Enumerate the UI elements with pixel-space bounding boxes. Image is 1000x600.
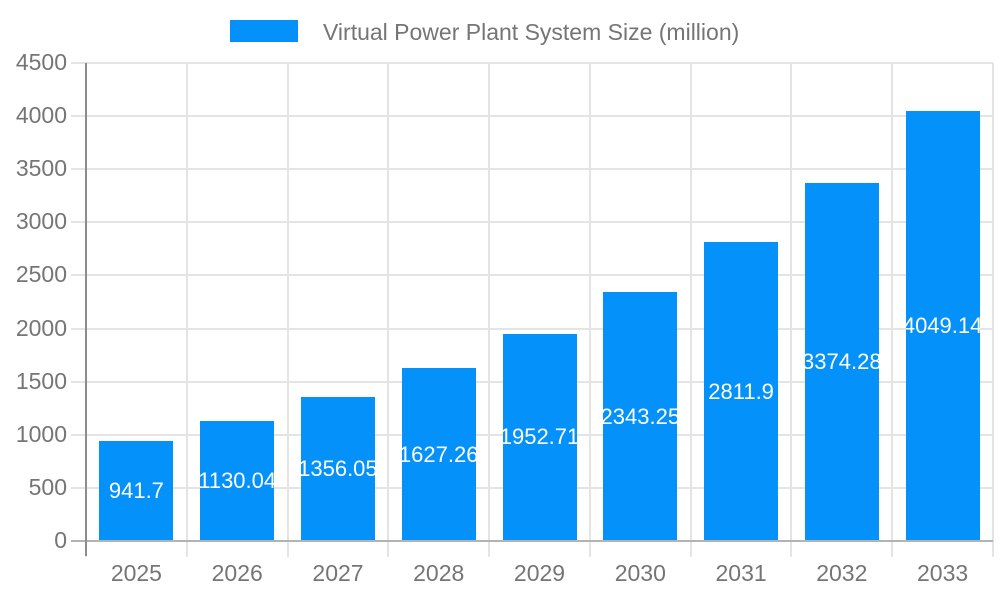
x-axis-line [71,540,993,542]
y-gridline [71,62,993,64]
y-axis-tick-label: 2500 [15,261,67,287]
bar-value-label: 3374.28 [804,348,879,374]
y-axis-tick-label: 500 [28,474,67,500]
y-axis-tick-label: 1000 [15,421,67,447]
bar-value-label: 2811.9 [708,378,774,404]
legend-label: Virtual Power Plant System Size (million… [323,19,740,45]
bar[interactable]: 1627.26 [401,368,476,541]
x-axis-tick-label: 2032 [816,560,868,586]
y-axis-tick-label: 4500 [15,49,67,75]
y-gridline [71,168,993,170]
x-axis-tick-label: 2030 [614,560,666,586]
bar[interactable]: 1130.04 [200,421,275,541]
bar[interactable]: 2343.25 [603,292,678,541]
bar-value-label: 1130.04 [200,468,275,493]
x-axis-tick-label: 2033 [917,560,969,586]
x-axis-tick-label: 2025 [110,560,162,586]
x-axis-tick-label: 2027 [312,560,364,586]
x-axis-tick-label: 2028 [413,560,465,586]
x-gridline [387,63,389,557]
x-gridline [186,63,188,557]
legend-swatch [230,20,298,42]
x-gridline [589,63,591,557]
x-gridline [790,63,792,557]
x-gridline [690,63,692,557]
y-axis-tick-label: 0 [54,527,67,553]
x-axis-tick-label: 2031 [715,560,767,586]
x-axis-tick-label: 2029 [513,560,566,586]
bar-value-label: 1952.71 [502,424,577,450]
y-gridline [71,328,993,330]
bar[interactable]: 1952.71 [502,333,577,541]
bar-value-label: 1356.05 [300,456,375,481]
bar-value-label: 941.7 [108,478,164,503]
x-axis-tick-label: 2026 [211,560,263,586]
bar-value-label: 2343.25 [603,403,678,429]
bar-value-label: 4049.14 [905,312,980,338]
chart-legend: Virtual Power Plant System Size (million… [0,19,1000,46]
x-gridline [488,63,490,557]
y-gridline [71,221,993,223]
bar[interactable]: 4049.14 [905,110,980,541]
x-gridline [891,63,893,557]
y-axis-tick-label: 4000 [15,102,67,128]
y-axis-tick-label: 3000 [15,208,67,234]
bar[interactable]: 2811.9 [704,242,779,541]
y-axis-tick-label: 1500 [15,368,67,394]
y-axis-line [85,63,87,556]
bar-value-label: 1627.26 [401,441,476,467]
x-gridline [992,63,994,557]
y-gridline [71,274,993,276]
y-axis-tick-label: 2000 [15,315,67,341]
x-gridline [287,63,289,557]
bar[interactable]: 1356.05 [300,397,375,541]
bar[interactable]: 941.7 [99,441,174,541]
bar[interactable]: 3374.28 [804,182,879,541]
y-axis-tick-label: 3500 [15,155,67,181]
y-gridline [71,115,993,117]
